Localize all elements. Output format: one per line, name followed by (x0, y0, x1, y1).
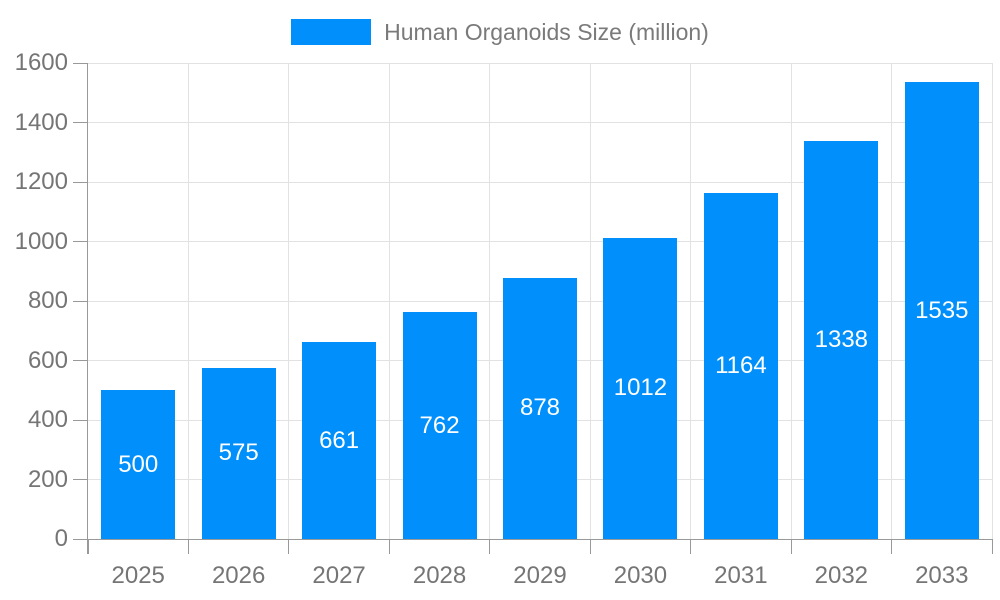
bar-value-label: 500 (118, 450, 159, 478)
y-axis-tick (73, 241, 88, 242)
y-axis-tick (73, 181, 88, 183)
x-axis-tick (690, 539, 692, 554)
x-tick-label: 2030 (613, 562, 668, 589)
bar-value-label: 1535 (915, 296, 969, 324)
x-tick-label: 2027 (312, 562, 366, 589)
bar[interactable]: 878 (503, 277, 577, 539)
bar-value-label: 1338 (814, 325, 869, 353)
h-gridline (88, 122, 992, 123)
y-tick-label: 1600 (14, 49, 68, 76)
y-axis-line (87, 63, 88, 554)
x-axis-tick (589, 539, 591, 554)
y-tick-label: 0 (54, 525, 68, 552)
bar-value-label: 1164 (715, 351, 767, 379)
bar[interactable]: 1164 (703, 192, 778, 539)
v-gridline (288, 63, 290, 539)
y-axis-tick (73, 122, 88, 123)
y-tick-label: 400 (27, 406, 68, 433)
x-tick-label: 2026 (211, 562, 266, 589)
y-axis-tick (73, 479, 88, 480)
chart-legend[interactable]: Human Organoids Size (million) (0, 16, 1000, 48)
x-axis-line (73, 538, 992, 540)
bar-value-label: 878 (519, 394, 561, 422)
x-tick-label: 2033 (915, 562, 969, 589)
x-tick-label: 2025 (111, 562, 165, 589)
x-tick-label: 2032 (814, 562, 869, 589)
bar[interactable]: 500 (101, 390, 176, 539)
x-axis-tick (790, 539, 792, 554)
bar[interactable]: 575 (201, 367, 276, 539)
y-axis-tick (73, 62, 88, 64)
v-gridline (991, 63, 993, 539)
x-axis-tick (388, 539, 390, 554)
x-tick-label: 2028 (412, 562, 467, 589)
h-gridline (88, 62, 992, 64)
bar[interactable]: 1338 (804, 140, 879, 539)
v-gridline (187, 63, 189, 539)
x-axis-tick (187, 539, 189, 554)
bar[interactable]: 762 (402, 312, 477, 539)
x-axis-tick (288, 539, 290, 554)
x-axis-tick (991, 539, 993, 554)
bar-value-label: 1012 (613, 374, 668, 402)
legend-swatch-icon (291, 19, 372, 45)
y-axis-tick (73, 419, 88, 421)
v-gridline (790, 63, 792, 539)
v-gridline (388, 63, 390, 539)
y-tick-label: 1200 (14, 168, 68, 195)
y-tick-label: 800 (27, 287, 68, 314)
y-axis-tick (73, 360, 88, 361)
y-tick-label: 1400 (14, 108, 68, 136)
y-tick-label: 600 (27, 346, 68, 374)
bar-value-label: 575 (218, 439, 259, 467)
bar-value-label: 762 (419, 411, 460, 439)
x-axis-tick (489, 539, 491, 554)
legend-label: Human Organoids Size (million) (384, 18, 709, 45)
v-gridline (690, 63, 692, 539)
bar[interactable]: 661 (302, 342, 377, 539)
x-tick-label: 2029 (513, 562, 567, 589)
y-axis-tick (73, 300, 88, 302)
x-axis-tick (87, 539, 89, 554)
x-axis-tick (891, 539, 893, 554)
v-gridline (891, 63, 893, 539)
bar[interactable]: 1535 (904, 82, 979, 539)
bar-value-label: 661 (319, 426, 360, 454)
v-gridline (589, 63, 591, 539)
bar[interactable]: 1012 (603, 237, 678, 539)
v-gridline (489, 63, 491, 539)
y-tick-label: 1000 (14, 227, 68, 255)
y-tick-label: 200 (27, 465, 68, 493)
x-tick-label: 2031 (714, 562, 768, 589)
